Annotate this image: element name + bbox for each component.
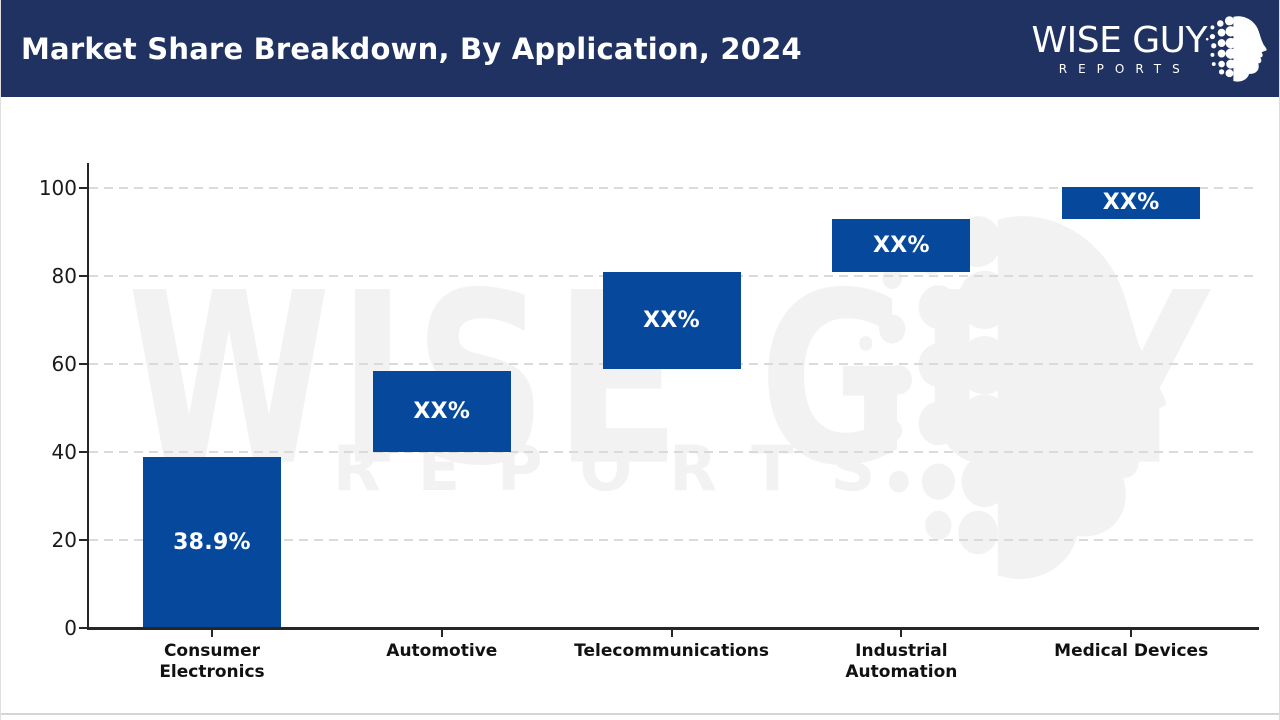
y-tick-label: 20	[51, 528, 77, 552]
bar-automotive: XX%	[372, 370, 511, 453]
bar-medical-devices: XX%	[1062, 186, 1201, 219]
x-axis-line	[87, 627, 1259, 630]
y-tick-mark	[79, 627, 88, 629]
logo-wordmark: WISE GUY	[1031, 20, 1208, 61]
category-label-telecommunications: Telecommunications	[552, 641, 792, 662]
category-label-line: Automotive	[386, 641, 498, 661]
category-label-line: Automation	[845, 662, 958, 682]
gridline	[89, 187, 1259, 189]
y-tick-label: 0	[64, 616, 77, 640]
y-tick-mark	[79, 187, 88, 189]
wiseguy-logo: WISE GUY REPORTS	[1032, 6, 1270, 92]
x-tick-mark	[900, 630, 903, 637]
y-tick-mark	[79, 363, 88, 365]
y-tick-label: 100	[38, 176, 77, 200]
x-tick-mark	[211, 630, 213, 637]
bar-value-label: 38.9%	[173, 529, 251, 555]
bar-value-label: XX%	[413, 399, 471, 424]
header: Market Share Breakdown, By Application, …	[1, 0, 1279, 97]
y-tick-mark	[79, 275, 88, 277]
x-tick-mark	[1130, 630, 1133, 637]
y-tick-mark	[79, 451, 88, 453]
logo-text: WISE GUY REPORTS	[1031, 20, 1208, 77]
category-label-line: Telecommunications	[574, 641, 770, 661]
y-tick-label: 60	[51, 352, 77, 376]
category-label-industrial-automation: Industrial Automation	[781, 641, 1021, 683]
bar-value-label: XX%	[1102, 190, 1160, 216]
category-label-consumer-electronics: Consumer Electronics	[92, 641, 332, 683]
gridline	[89, 539, 1259, 541]
bar-consumer-electronics: 38.9%	[143, 456, 281, 628]
wiseguy-head-icon	[1205, 16, 1267, 82]
x-tick-mark	[440, 630, 443, 637]
category-label-medical-devices: Medical Devices	[1011, 641, 1251, 662]
y-tick-mark	[79, 539, 88, 541]
page-title: Market Share Breakdown, By Application, …	[21, 31, 802, 66]
bar-value-label: XX%	[643, 307, 701, 333]
gridline	[89, 451, 1259, 453]
y-axis-line	[87, 163, 89, 629]
category-label-line: Consumer	[163, 641, 261, 661]
category-label-line: Medical Devices	[1054, 641, 1209, 661]
bottom-border	[1, 713, 1279, 715]
bar-telecommunications: XX%	[602, 271, 741, 370]
x-tick-mark	[670, 630, 673, 637]
y-tick-label: 40	[51, 440, 77, 464]
category-label-line: Industrial	[855, 641, 948, 661]
bar-value-label: XX%	[872, 232, 930, 258]
bar-industrial-automation: XX%	[832, 218, 971, 272]
logo-subtext: REPORTS	[1058, 62, 1191, 76]
category-label-automotive: Automotive	[322, 641, 562, 662]
y-tick-label: 80	[51, 264, 77, 288]
category-label-line: Electronics	[159, 662, 265, 682]
